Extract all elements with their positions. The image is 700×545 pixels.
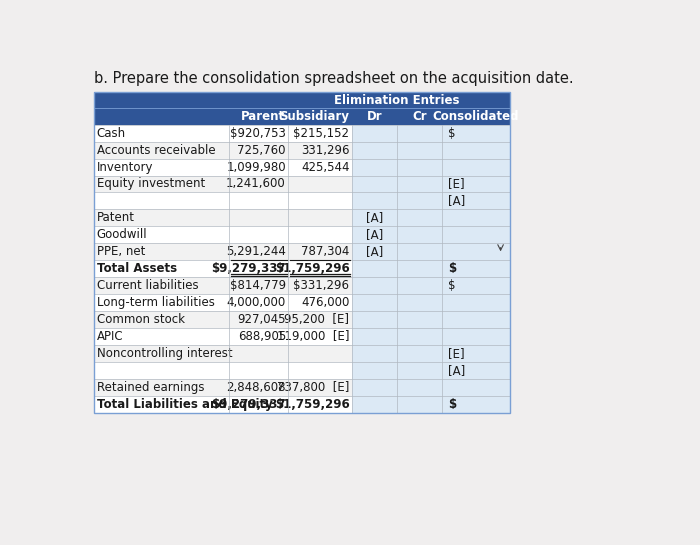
- Text: Common stock: Common stock: [97, 313, 185, 326]
- Text: Long-term liabilities: Long-term liabilities: [97, 296, 215, 309]
- Bar: [94, 175, 352, 192]
- Text: $920,753: $920,753: [230, 126, 286, 140]
- Bar: [352, 328, 510, 345]
- Text: 787,304: 787,304: [301, 245, 349, 258]
- Text: 737,800  [E]: 737,800 [E]: [277, 381, 349, 393]
- Text: $9,279,337: $9,279,337: [211, 262, 286, 275]
- Text: Total Liabilities and Equity: Total Liabilities and Equity: [97, 398, 272, 411]
- Bar: [94, 379, 352, 396]
- Bar: [352, 311, 510, 328]
- Text: 688,905: 688,905: [237, 330, 286, 343]
- Text: APIC: APIC: [97, 330, 123, 343]
- Text: [E]: [E]: [448, 178, 465, 191]
- Text: PPE, net: PPE, net: [97, 245, 145, 258]
- Bar: [352, 125, 510, 142]
- Text: Dr: Dr: [366, 110, 382, 123]
- Bar: [352, 294, 510, 311]
- Bar: [352, 362, 510, 379]
- Text: $: $: [448, 126, 456, 140]
- Text: 2,848,608: 2,848,608: [226, 381, 286, 393]
- Bar: [94, 92, 510, 108]
- Text: [A]: [A]: [448, 364, 465, 377]
- Text: 331,296: 331,296: [301, 143, 349, 156]
- Text: $1,759,296: $1,759,296: [274, 398, 349, 411]
- Text: $9,279,337: $9,279,337: [211, 398, 286, 411]
- Bar: [94, 362, 352, 379]
- Text: [A]: [A]: [365, 228, 383, 241]
- Text: Consolidated: Consolidated: [433, 110, 519, 123]
- Text: [E]: [E]: [448, 347, 465, 360]
- Text: 725,760: 725,760: [237, 143, 286, 156]
- Bar: [94, 226, 352, 243]
- Text: Accounts receivable: Accounts receivable: [97, 143, 216, 156]
- Text: Current liabilities: Current liabilities: [97, 279, 198, 292]
- Bar: [94, 209, 352, 226]
- Text: Subsidiary: Subsidiary: [279, 110, 349, 123]
- Text: 5,291,244: 5,291,244: [226, 245, 286, 258]
- Text: 927,045: 927,045: [237, 313, 286, 326]
- Text: Patent: Patent: [97, 211, 135, 225]
- Bar: [94, 277, 352, 294]
- Bar: [94, 92, 510, 413]
- Text: Parent: Parent: [241, 110, 285, 123]
- Text: Goodwill: Goodwill: [97, 228, 148, 241]
- Text: 119,000  [E]: 119,000 [E]: [277, 330, 349, 343]
- Text: $215,152: $215,152: [293, 126, 349, 140]
- Text: $: $: [448, 398, 456, 411]
- Bar: [94, 328, 352, 345]
- Bar: [94, 192, 352, 209]
- Bar: [94, 243, 352, 260]
- Bar: [352, 192, 510, 209]
- Bar: [94, 108, 510, 125]
- Text: $: $: [448, 262, 456, 275]
- Text: Cr: Cr: [412, 110, 426, 123]
- Bar: [352, 159, 510, 175]
- Text: 425,544: 425,544: [301, 161, 349, 173]
- Text: $331,296: $331,296: [293, 279, 349, 292]
- Bar: [94, 294, 352, 311]
- Text: $: $: [448, 279, 456, 292]
- Text: Total Assets: Total Assets: [97, 262, 177, 275]
- Text: b. Prepare the consolidation spreadsheet on the acquisition date.: b. Prepare the consolidation spreadsheet…: [94, 71, 573, 86]
- Bar: [94, 142, 352, 159]
- Bar: [352, 175, 510, 192]
- Text: [A]: [A]: [365, 211, 383, 225]
- Text: Retained earnings: Retained earnings: [97, 381, 204, 393]
- Bar: [94, 159, 352, 175]
- Bar: [352, 396, 510, 413]
- Bar: [352, 379, 510, 396]
- Text: [A]: [A]: [365, 245, 383, 258]
- Text: Equity investment: Equity investment: [97, 178, 205, 191]
- Text: Inventory: Inventory: [97, 161, 153, 173]
- Text: $1,759,296: $1,759,296: [274, 262, 349, 275]
- Text: Cash: Cash: [97, 126, 126, 140]
- Bar: [94, 396, 352, 413]
- Bar: [94, 92, 510, 413]
- Text: $814,779: $814,779: [230, 279, 286, 292]
- Bar: [94, 125, 352, 142]
- Text: Elimination Entries: Elimination Entries: [334, 94, 459, 107]
- Text: [A]: [A]: [448, 195, 465, 208]
- Bar: [352, 243, 510, 260]
- Bar: [94, 345, 352, 362]
- Bar: [352, 277, 510, 294]
- Bar: [94, 260, 352, 277]
- Bar: [352, 260, 510, 277]
- Bar: [352, 226, 510, 243]
- Text: 1,241,600: 1,241,600: [226, 178, 286, 191]
- Bar: [352, 209, 510, 226]
- Bar: [352, 345, 510, 362]
- Bar: [352, 142, 510, 159]
- Text: 476,000: 476,000: [301, 296, 349, 309]
- Text: 95,200  [E]: 95,200 [E]: [284, 313, 349, 326]
- Text: 4,000,000: 4,000,000: [227, 296, 286, 309]
- Bar: [94, 311, 352, 328]
- Text: 1,099,980: 1,099,980: [226, 161, 286, 173]
- Text: Noncontrolling interest: Noncontrolling interest: [97, 347, 232, 360]
